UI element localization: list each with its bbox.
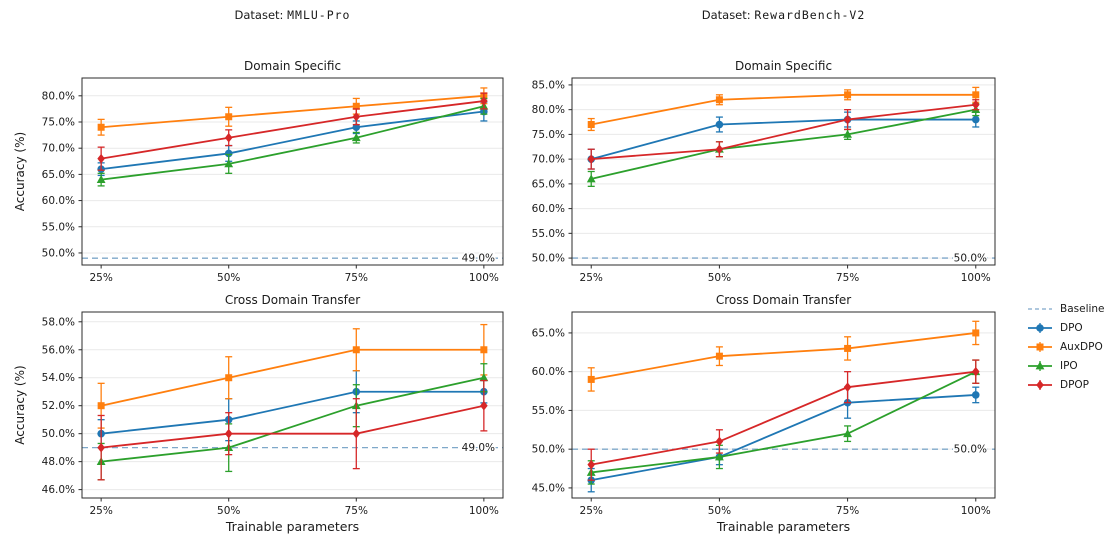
- svg-text:75%: 75%: [836, 505, 859, 517]
- dataset-title-name: RewardBench-V2: [754, 8, 866, 22]
- svg-text:80.0%: 80.0%: [532, 104, 565, 116]
- svg-text:25%: 25%: [89, 272, 112, 284]
- svg-text:50.0%: 50.0%: [532, 444, 565, 456]
- svg-text:75%: 75%: [345, 505, 368, 517]
- legend-label: Baseline: [1060, 302, 1105, 315]
- subplot-title: Domain Specific: [244, 59, 341, 73]
- dataset-title-mmlu-pro: Dataset: MMLU-Pro: [82, 8, 503, 22]
- svg-text:100%: 100%: [469, 505, 499, 517]
- baseline-annotation: 50.0%: [954, 444, 987, 456]
- svg-text:50%: 50%: [217, 272, 240, 284]
- svg-text:60.0%: 60.0%: [42, 195, 75, 207]
- legend-item-baseline: Baseline: [1027, 299, 1105, 318]
- x-axis-label: Trainable parameters: [716, 519, 850, 534]
- legend-item-dpop: DPOP: [1027, 375, 1105, 394]
- diamond-marker-icon: [1028, 379, 1052, 390]
- series-dpop: [587, 99, 980, 170]
- svg-text:70.0%: 70.0%: [532, 154, 565, 166]
- svg-text:80.0%: 80.0%: [42, 90, 75, 102]
- subplot-title: Cross Domain Transfer: [225, 293, 360, 307]
- svg-text:75%: 75%: [345, 272, 368, 284]
- svg-text:45.0%: 45.0%: [532, 482, 565, 494]
- svg-text:50.0%: 50.0%: [42, 428, 75, 440]
- series-auxdpo: [97, 323, 488, 429]
- svg-text:75.0%: 75.0%: [532, 129, 565, 141]
- dataset-title-name: MMLU-Pro: [287, 8, 351, 22]
- svg-text:65.0%: 65.0%: [42, 169, 75, 181]
- dataset-title-prefix: Dataset:: [234, 8, 288, 22]
- svg-text:50%: 50%: [217, 505, 240, 517]
- svg-text:50%: 50%: [708, 505, 731, 517]
- svg-text:54.0%: 54.0%: [42, 372, 75, 384]
- svg-text:50.0%: 50.0%: [532, 253, 565, 265]
- chart-canvas: 46.0% 48.0% 50.0% 52.0% 54.0% 56.0% 58.0% 25% 50…: [13, 293, 504, 534]
- svg-text:25%: 25%: [580, 272, 603, 284]
- dashed-line-icon: [1028, 307, 1052, 310]
- legend-item-ipo: IPO: [1027, 356, 1105, 375]
- subplot-title: Cross Domain Transfer: [716, 293, 851, 307]
- svg-text:50%: 50%: [708, 272, 731, 284]
- svg-text:75%: 75%: [836, 272, 859, 284]
- svg-text:100%: 100%: [961, 272, 991, 284]
- square-marker-icon: [1028, 341, 1052, 352]
- baseline-annotation: 49.0%: [462, 442, 495, 454]
- series-dpo: [97, 101, 488, 177]
- chart-canvas: 45.0% 50.0% 55.0% 60.0% 65.0% 25% 50% 75% 100% 50…: [532, 293, 996, 534]
- chart-mmlu-pro-cross-domain-transfer: 46.0% 48.0% 50.0% 52.0% 54.0% 56.0% 58.0% 25% 50…: [10, 289, 522, 539]
- dataset-title-prefix: Dataset:: [701, 8, 755, 22]
- svg-text:100%: 100%: [961, 505, 991, 517]
- x-axis-label: Trainable parameters: [225, 519, 359, 534]
- legend-item-dpo: DPO: [1027, 318, 1105, 337]
- series-auxdpo: [587, 86, 980, 132]
- circle-marker-icon: [1028, 322, 1052, 333]
- chart-canvas: 50.0% 55.0% 60.0% 65.0% 70.0% 75.0% 80.0% 25% 50…: [13, 59, 504, 284]
- series-dpop: [587, 359, 980, 481]
- svg-text:85.0%: 85.0%: [532, 79, 565, 91]
- legend-label: DPO: [1060, 321, 1083, 334]
- svg-text:65.0%: 65.0%: [532, 327, 565, 339]
- legend-label: DPOP: [1060, 378, 1090, 391]
- chart-rewardbench-v2-domain-specific: 50.0% 55.0% 60.0% 65.0% 70.0% 75.0% 80.0% 85.0%…: [500, 55, 1012, 287]
- triangle-marker-icon: [1028, 360, 1052, 371]
- svg-text:50.0%: 50.0%: [42, 247, 75, 259]
- svg-text:56.0%: 56.0%: [42, 344, 75, 356]
- svg-text:55.0%: 55.0%: [42, 221, 75, 233]
- svg-text:100%: 100%: [469, 272, 499, 284]
- baseline-annotation: 50.0%: [954, 253, 987, 265]
- svg-text:65.0%: 65.0%: [532, 178, 565, 190]
- svg-text:55.0%: 55.0%: [532, 228, 565, 240]
- svg-text:25%: 25%: [89, 505, 112, 517]
- chart-rewardbench-v2-cross-domain-transfer: 45.0% 50.0% 55.0% 60.0% 65.0% 25% 50% 75% 100% 50…: [500, 289, 1012, 539]
- series-dpop: [97, 379, 488, 481]
- series-ipo: [96, 363, 489, 481]
- y-axis-label: Accuracy (%): [13, 365, 27, 444]
- subplot-title: Domain Specific: [735, 59, 832, 73]
- svg-text:60.0%: 60.0%: [532, 203, 565, 215]
- chart-mmlu-pro-domain-specific: 50.0% 55.0% 60.0% 65.0% 70.0% 75.0% 80.0% 25% 50…: [10, 55, 522, 287]
- y-axis-label: Accuracy (%): [13, 132, 27, 211]
- svg-text:58.0%: 58.0%: [42, 316, 75, 328]
- svg-text:52.0%: 52.0%: [42, 400, 75, 412]
- svg-text:75.0%: 75.0%: [42, 117, 75, 129]
- baseline-annotation: 49.0%: [462, 253, 495, 265]
- series-dpo: [587, 386, 980, 493]
- chart-canvas: 50.0% 55.0% 60.0% 65.0% 70.0% 75.0% 80.0% 85.0%…: [532, 59, 996, 284]
- legend-label: IPO: [1060, 359, 1078, 372]
- series-dpo: [97, 370, 488, 449]
- series-auxdpo: [587, 320, 980, 392]
- svg-text:25%: 25%: [580, 505, 603, 517]
- svg-text:55.0%: 55.0%: [532, 405, 565, 417]
- legend: Baseline DPO AuxDPO IPO DPOP: [1027, 299, 1105, 394]
- svg-text:70.0%: 70.0%: [42, 143, 75, 155]
- dataset-title-rewardbench-v2: Dataset: RewardBench-V2: [572, 8, 995, 22]
- series-dpop: [97, 92, 488, 171]
- legend-label: AuxDPO: [1060, 340, 1103, 353]
- svg-text:60.0%: 60.0%: [532, 366, 565, 378]
- legend-item-auxdpo: AuxDPO: [1027, 337, 1105, 356]
- svg-text:48.0%: 48.0%: [42, 456, 75, 468]
- svg-text:46.0%: 46.0%: [42, 484, 75, 496]
